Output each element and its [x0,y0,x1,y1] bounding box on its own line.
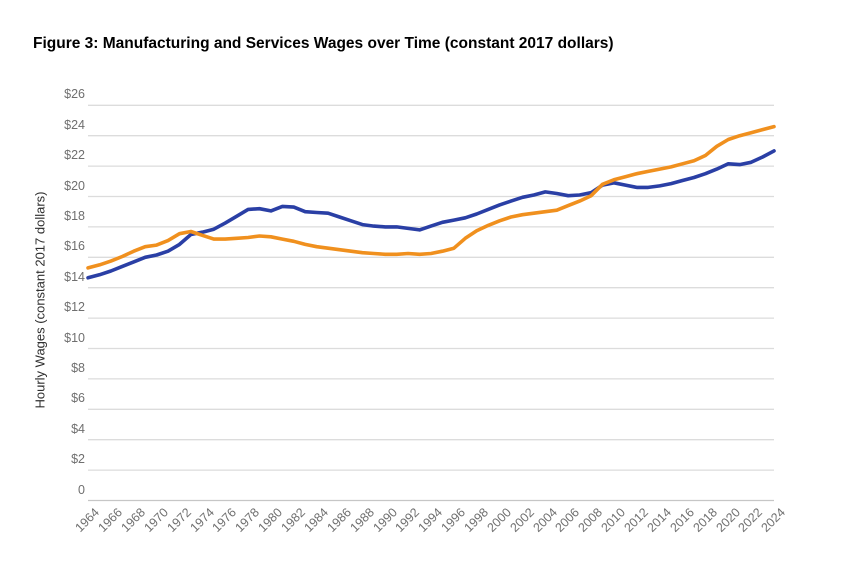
y-axis-tick-label: $6 [71,391,85,406]
y-axis-tick-label: $10 [64,330,85,345]
series-line-blue [86,149,776,280]
y-axis-tick-label: $20 [64,178,85,193]
y-axis-tick-label: $4 [71,421,85,436]
y-axis-tick-label: $14 [64,269,85,284]
y-axis-tick-label: $24 [64,117,85,132]
y-axis-tick-label: $26 [64,87,85,102]
figure-title: Figure 3: Manufacturing and Services Wag… [33,35,614,52]
y-axis-tick-label: $8 [71,360,85,375]
y-axis-tick-label: $2 [71,452,85,467]
y-axis-tick-label: 0 [78,482,85,497]
y-axis-tick-label: $22 [64,148,85,163]
y-axis-tick-label: $18 [64,208,85,223]
y-axis-tick-label: $16 [64,239,85,254]
series-line-orange [86,124,776,270]
y-axis-tick-label: $12 [64,300,85,315]
